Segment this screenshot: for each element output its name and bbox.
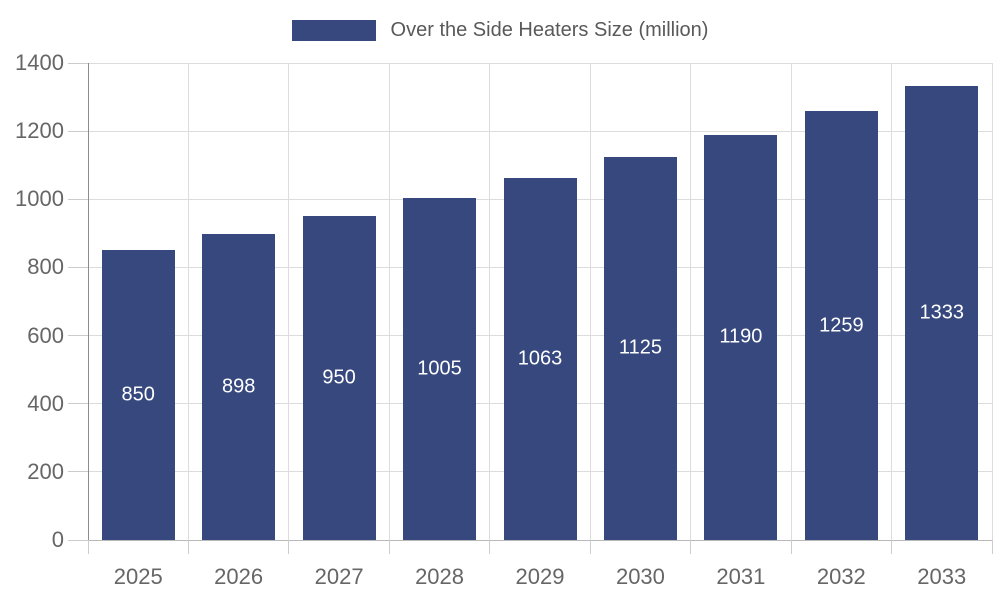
y-axis-tick-label: 1000 [15,186,64,212]
legend[interactable]: Over the Side Heaters Size (million) [0,17,1000,43]
bar-2027[interactable]: 950 [302,216,376,540]
y-axis-tick-label: 800 [27,254,64,280]
x-axis-tick-label: 2030 [615,564,665,589]
y-axis-tick-label: 1200 [15,118,64,144]
legend-swatch [291,19,376,41]
bar-2025[interactable]: 850 [101,250,175,540]
gridline-v [388,63,390,540]
x-axis-tick-label: 2032 [816,564,866,589]
x-axis-tick-label: 2029 [515,564,565,589]
x-tick [388,540,390,554]
plot-area: 850 898 950 1005 1063 1125 1190 1259 1333 [87,62,993,541]
y-tick [68,198,88,200]
y-tick [68,539,88,541]
x-axis-line [88,539,992,541]
x-axis-tick-label: 2033 [917,564,967,589]
y-axis-line [87,63,89,540]
x-tick [790,540,792,554]
x-tick [991,540,993,554]
x-tick [891,540,893,554]
bar-2028[interactable]: 1005 [403,197,477,540]
gridline-h [88,130,992,132]
gridline-v [288,63,290,540]
bar-value-label: 850 [121,383,155,406]
x-tick [589,540,591,554]
bar-2029[interactable]: 1063 [503,177,577,540]
gridline-v [187,63,189,540]
bar-value-label: 1259 [819,314,864,336]
gridline-v [891,63,893,540]
bar-value-label: 1063 [517,347,563,370]
y-tick [68,471,88,473]
bar-value-label: 1125 [618,336,662,359]
y-axis-tick-label: 0 [51,527,64,552]
legend-label: Over the Side Heaters Size (million) [390,19,709,41]
gridline-v [790,63,792,540]
bar-value-label: 898 [221,375,256,398]
bar-value-label: 1333 [919,301,965,324]
bar-value-label: 950 [322,366,356,389]
x-axis-tick-label: 2026 [214,564,264,589]
bar-2032[interactable]: 1259 [804,111,878,540]
x-axis-tick-label: 2031 [716,564,766,589]
y-axis-tick-label: 1400 [15,50,64,75]
x-axis-tick-label: 2027 [314,564,364,589]
y-tick [68,62,88,64]
y-tick [68,403,88,405]
gridline-h [88,62,992,64]
bar-value-label: 1190 [719,325,763,348]
y-tick [68,130,88,132]
x-tick [288,540,290,554]
gridline-v [489,63,491,540]
y-tick [68,266,88,268]
y-axis-tick-label: 400 [27,390,64,416]
bar-value-label: 1005 [417,357,462,380]
bar-2026[interactable]: 898 [202,234,276,540]
x-axis-tick-label: 2025 [113,564,163,589]
gridline-v [690,63,692,540]
bar-2030[interactable]: 1125 [603,156,677,540]
x-axis-tick-label: 2028 [415,564,465,589]
bar-2033[interactable]: 1333 [905,85,979,540]
x-tick [187,540,189,554]
gridline-v [991,63,993,540]
x-tick [690,540,692,554]
y-axis-tick-label: 200 [27,458,64,484]
bar-2031[interactable]: 1190 [704,134,778,540]
gridline-v [589,63,591,540]
y-tick [68,335,88,337]
x-tick [87,540,89,554]
x-tick [489,540,491,554]
y-axis-tick-label: 600 [27,322,64,348]
